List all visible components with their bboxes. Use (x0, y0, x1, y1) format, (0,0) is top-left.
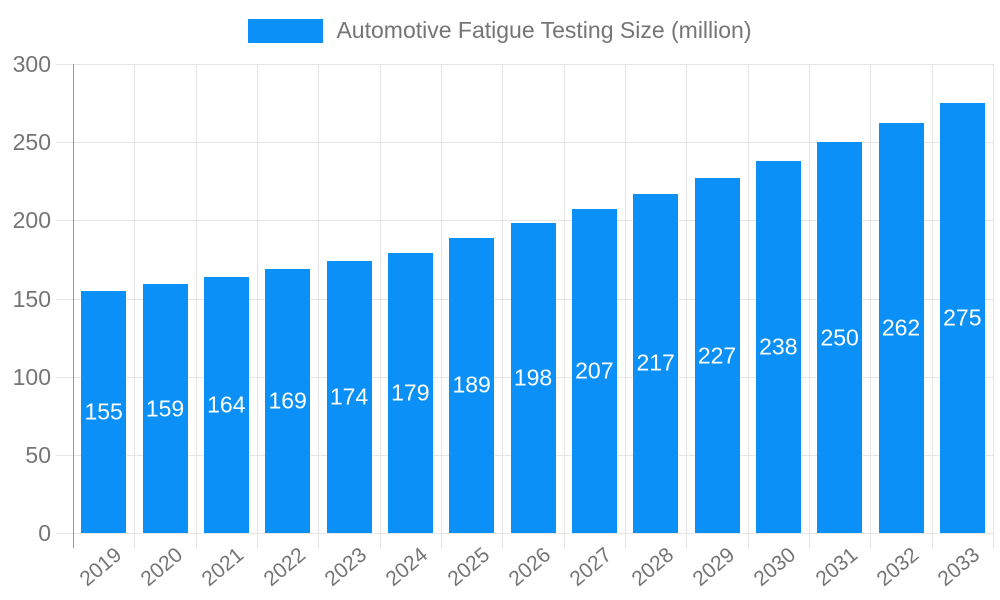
x-axis-tick-label: 2025 (443, 543, 494, 591)
v-gridline (686, 64, 688, 548)
legend-label: Automotive Fatigue Testing Size (million… (336, 17, 752, 43)
bar[interactable]: 262 (878, 123, 924, 533)
v-gridline (563, 64, 565, 548)
bar-value-label: 179 (391, 379, 430, 406)
y-gridline (56, 142, 993, 144)
legend: Automotive Fatigue Testing Size (million… (0, 17, 1000, 44)
bar-value-label: 159 (145, 395, 185, 422)
bar[interactable]: 275 (939, 103, 985, 533)
legend-swatch (248, 18, 324, 43)
y-axis-tick-label: 100 (12, 363, 51, 390)
y-axis-tick-label: 300 (12, 51, 51, 77)
x-axis-tick-label: 2022 (259, 543, 310, 591)
v-gridline (195, 64, 197, 548)
bar[interactable]: 159 (142, 284, 188, 533)
bar-value-label: 189 (452, 371, 491, 398)
v-gridline (502, 64, 504, 548)
v-gridline (257, 64, 258, 548)
plot-area: 0 50 100 150 200 250 300 155 159 164 169 174 179 189 1… (13, 53, 994, 591)
bar-value-label: 155 (84, 398, 123, 425)
v-gridline (809, 64, 810, 548)
v-gridline (625, 64, 626, 548)
bar-value-label: 164 (207, 391, 246, 418)
y-gridline (56, 533, 993, 534)
x-axis-tick-label: 2021 (197, 543, 249, 591)
y-gridline (56, 220, 993, 222)
y-axis-tick-label: 150 (12, 285, 51, 312)
y-axis-tick-label: 200 (12, 207, 51, 234)
v-gridline (993, 64, 994, 548)
bar[interactable]: 198 (510, 223, 556, 533)
v-gridline (441, 64, 442, 548)
x-axis-tick-label: 2029 (688, 543, 740, 591)
x-axis-tick-label: 2024 (381, 543, 433, 591)
x-axis-tick-label: 2027 (565, 543, 617, 591)
x-axis-tick-label: 2019 (75, 543, 126, 591)
bar-value-label: 275 (943, 304, 982, 331)
bar[interactable]: 169 (265, 268, 311, 533)
v-gridline (379, 64, 381, 548)
bar-value-label: 174 (329, 383, 369, 410)
bar-value-label: 238 (759, 333, 798, 360)
bar[interactable]: 164 (203, 276, 249, 533)
bar[interactable]: 174 (326, 260, 372, 533)
v-gridline (318, 64, 320, 548)
bar-value-label: 198 (513, 364, 553, 391)
bar-value-label: 262 (881, 314, 921, 341)
bar[interactable]: 179 (387, 253, 433, 533)
v-gridline (134, 64, 136, 548)
x-axis-tick-label: 2033 (933, 543, 985, 591)
y-axis-tick-label: 0 (38, 520, 51, 546)
bar-value-label: 217 (636, 349, 675, 376)
y-axis-tick-label: 250 (12, 129, 51, 156)
x-axis-tick-label: 2030 (749, 543, 801, 591)
x-axis-tick-label: 2031 (811, 543, 862, 591)
x-axis-tick-label: 2032 (872, 543, 924, 591)
x-axis-tick-label: 2020 (136, 543, 188, 591)
x-axis-tick-label: 2023 (320, 543, 372, 591)
bar-value-label: 169 (268, 387, 307, 414)
bar[interactable]: 250 (817, 142, 863, 533)
y-gridline (56, 64, 993, 65)
bar-value-label: 207 (575, 357, 614, 384)
bar[interactable]: 155 (81, 290, 127, 533)
v-gridline (931, 64, 933, 548)
x-axis-tick-label: 2028 (627, 543, 678, 591)
v-gridline (747, 64, 749, 548)
bar[interactable]: 238 (755, 160, 801, 533)
y-axis-line (73, 64, 74, 548)
bar-value-label: 250 (820, 324, 859, 351)
bar[interactable]: 207 (571, 209, 617, 533)
bar-value-label: 227 (697, 342, 737, 369)
v-gridline (870, 64, 872, 548)
bar[interactable]: 217 (633, 193, 679, 533)
x-axis-tick-label: 2026 (504, 543, 556, 591)
y-axis-tick-label: 50 (25, 441, 51, 468)
bar[interactable]: 227 (694, 178, 740, 533)
bar[interactable]: 189 (449, 237, 495, 533)
